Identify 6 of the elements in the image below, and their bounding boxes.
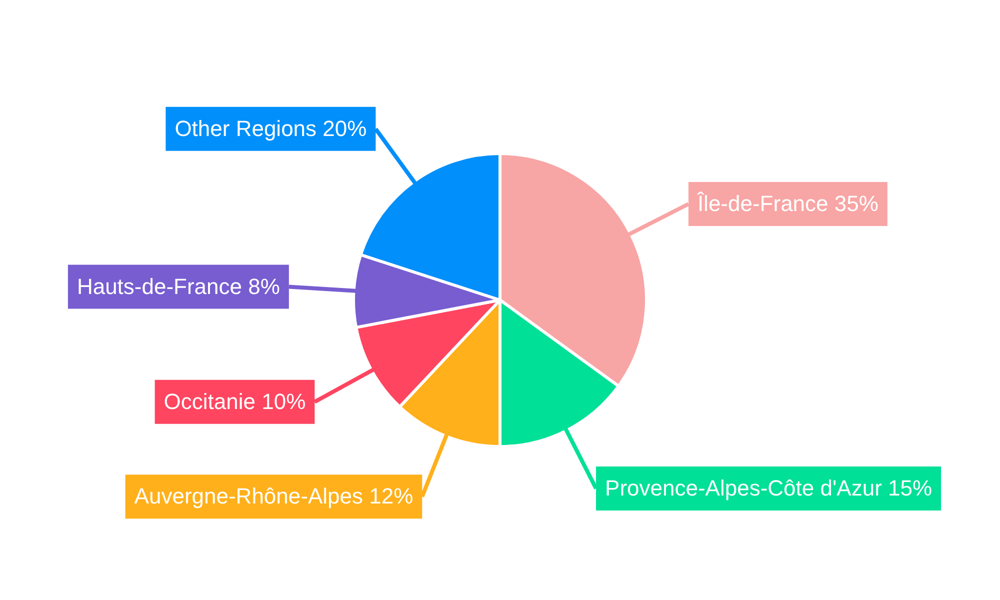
slice-label: Hauts-de-France 8% <box>76 274 280 299</box>
slice-label: Other Regions 20% <box>174 116 367 141</box>
slice-label: Île-de-France 35% <box>696 191 878 216</box>
slice-label: Occitanie 10% <box>164 388 306 414</box>
slice-label: Auvergne-Rhône-Alpes 12% <box>134 484 414 509</box>
slice-label: Provence-Alpes-Côte d'Azur 15% <box>605 476 932 501</box>
